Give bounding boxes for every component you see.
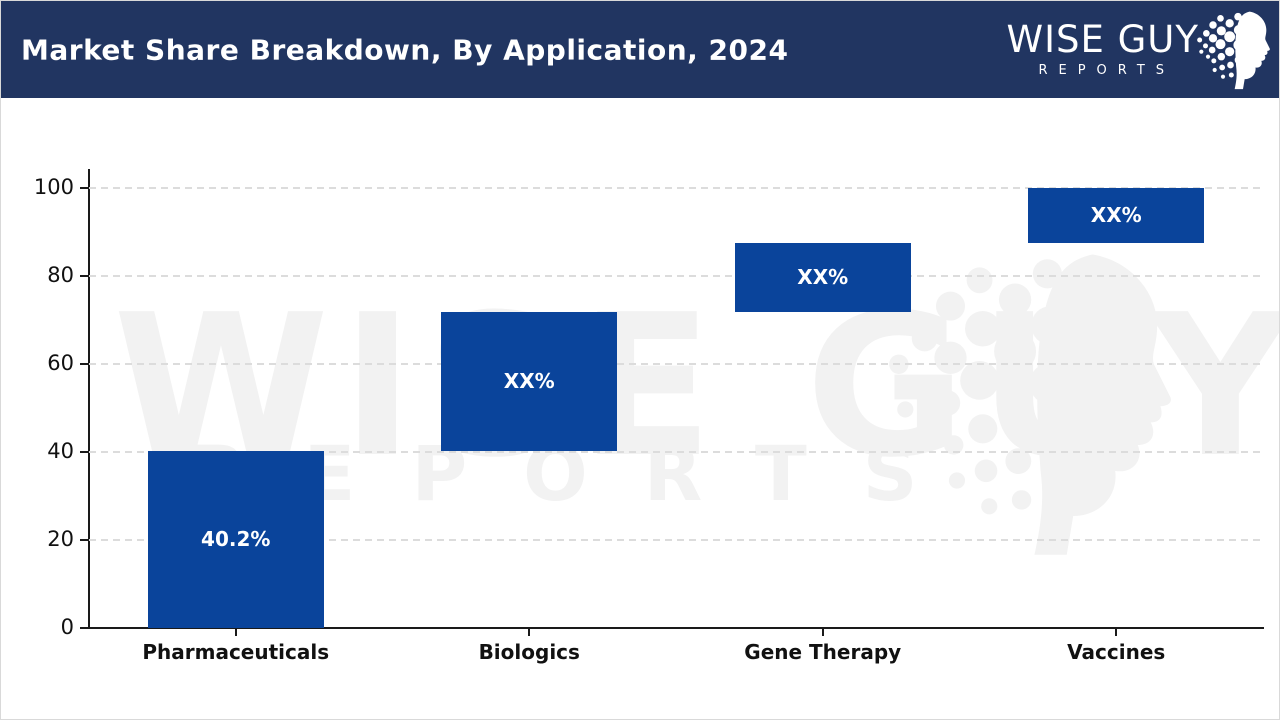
y-tick-label-0: 0 (60, 615, 74, 639)
bar-value-label: XX% (1090, 202, 1142, 227)
wiseguy-logo: WISE GUY REPORTS (1007, 5, 1271, 95)
bar-pharmaceuticals (147, 451, 324, 628)
y-tick-label-100: 100 (33, 175, 74, 199)
bar-value-label: 40.2% (201, 526, 271, 551)
y-tick-mark-0 (80, 627, 89, 629)
x-tick-mark (1115, 628, 1118, 636)
y-tick-label-40: 40 (47, 439, 74, 463)
watermark-head-logo-icon (889, 254, 1171, 555)
y-axis-spine (88, 169, 90, 628)
gridline-40 (89, 451, 1263, 453)
y-tick-mark-80 (80, 275, 89, 277)
y-tick-label-80: 80 (47, 263, 74, 287)
logo-brand-name: WISE GUY (1006, 18, 1199, 61)
x-tick-mark (234, 628, 237, 636)
x-category-label: Vaccines (1067, 640, 1166, 664)
y-tick-label-20: 20 (47, 527, 74, 551)
wiseguy-head-logo-icon (1197, 11, 1270, 90)
y-tick-mark-60 (80, 363, 89, 365)
bar-value-label: XX% (797, 264, 849, 289)
header-band: Market Share Breakdown, By Application, … (1, 1, 1279, 98)
x-axis-spine (88, 627, 1264, 629)
x-category-label: Biologics (478, 640, 580, 664)
logo-brand-subname: REPORTS (1038, 63, 1176, 78)
bar-vaccines (1028, 188, 1205, 244)
y-tick-mark-100 (80, 187, 89, 189)
chart-title: Market Share Breakdown, By Application, … (21, 33, 789, 66)
logo-text-block: WISE GUY REPORTS (1007, 21, 1199, 78)
gridline-60 (89, 363, 1263, 365)
x-category-label: Gene Therapy (744, 640, 902, 664)
y-tick-label-60: 60 (47, 351, 74, 375)
x-category-label: Pharmaceuticals (142, 640, 330, 664)
gridline-80 (89, 275, 1263, 277)
gridline-100 (89, 187, 1263, 189)
y-tick-mark-40 (80, 451, 89, 453)
bar-value-label: XX% (503, 368, 555, 393)
bar-gene-therapy (734, 243, 911, 313)
y-tick-mark-20 (80, 539, 89, 541)
x-tick-mark (528, 628, 531, 636)
x-tick-mark (821, 628, 824, 636)
gridline-20 (89, 539, 1263, 541)
bar-biologics (441, 312, 618, 452)
